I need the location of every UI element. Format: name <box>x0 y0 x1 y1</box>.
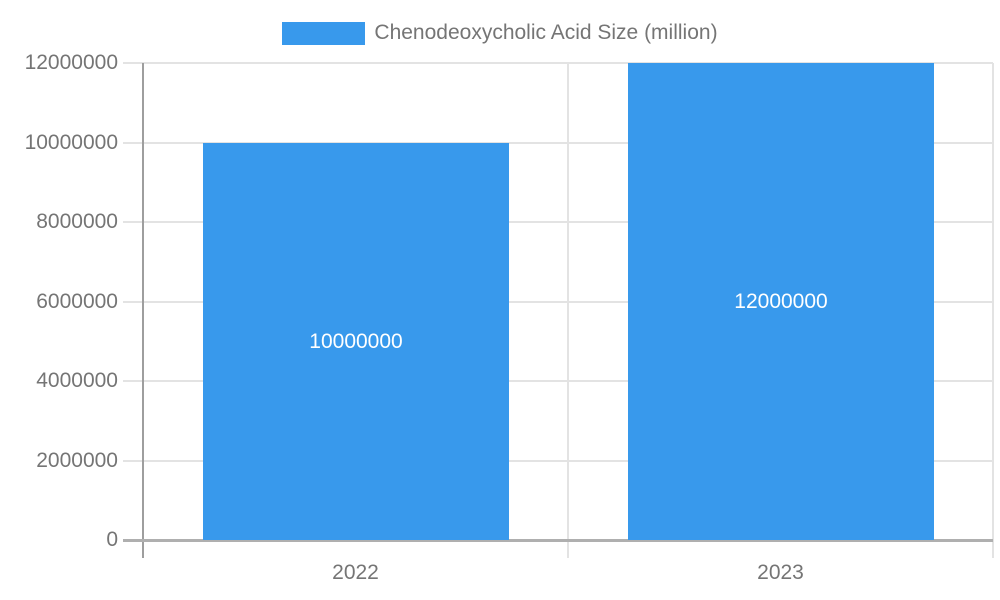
x-axis-baseline <box>123 539 993 542</box>
y-tick-label: 12000000 <box>24 51 118 74</box>
y-gridline <box>123 380 993 382</box>
y-tick-label: 10000000 <box>24 131 118 154</box>
legend-swatch <box>282 21 366 45</box>
legend: Chenodeoxycholic Acid Size (million) <box>0 20 1000 46</box>
plot-right-border <box>992 63 994 558</box>
x-tick-label: 2022 <box>332 561 379 584</box>
y-tick-label: 6000000 <box>36 290 118 313</box>
y-gridline <box>123 142 993 144</box>
y-gridline <box>123 221 993 223</box>
bar-value-label: 10000000 <box>309 330 403 353</box>
bar-2022 <box>203 143 509 540</box>
column-divider-gridline <box>567 63 569 558</box>
bar-value-label: 12000000 <box>734 290 828 313</box>
y-gridline <box>123 301 993 303</box>
legend-label: Chenodeoxycholic Acid Size (million) <box>374 21 718 44</box>
y-gridline <box>123 460 993 462</box>
y-gridline <box>123 62 993 64</box>
y-tick-label: 0 <box>106 528 118 551</box>
x-tick-label: 2023 <box>757 561 804 584</box>
y-tick-label: 4000000 <box>36 369 118 392</box>
y-tick-label: 2000000 <box>36 449 118 472</box>
y-axis-line <box>142 63 144 558</box>
y-tick-label: 8000000 <box>36 210 118 233</box>
bar-2023 <box>628 63 934 540</box>
